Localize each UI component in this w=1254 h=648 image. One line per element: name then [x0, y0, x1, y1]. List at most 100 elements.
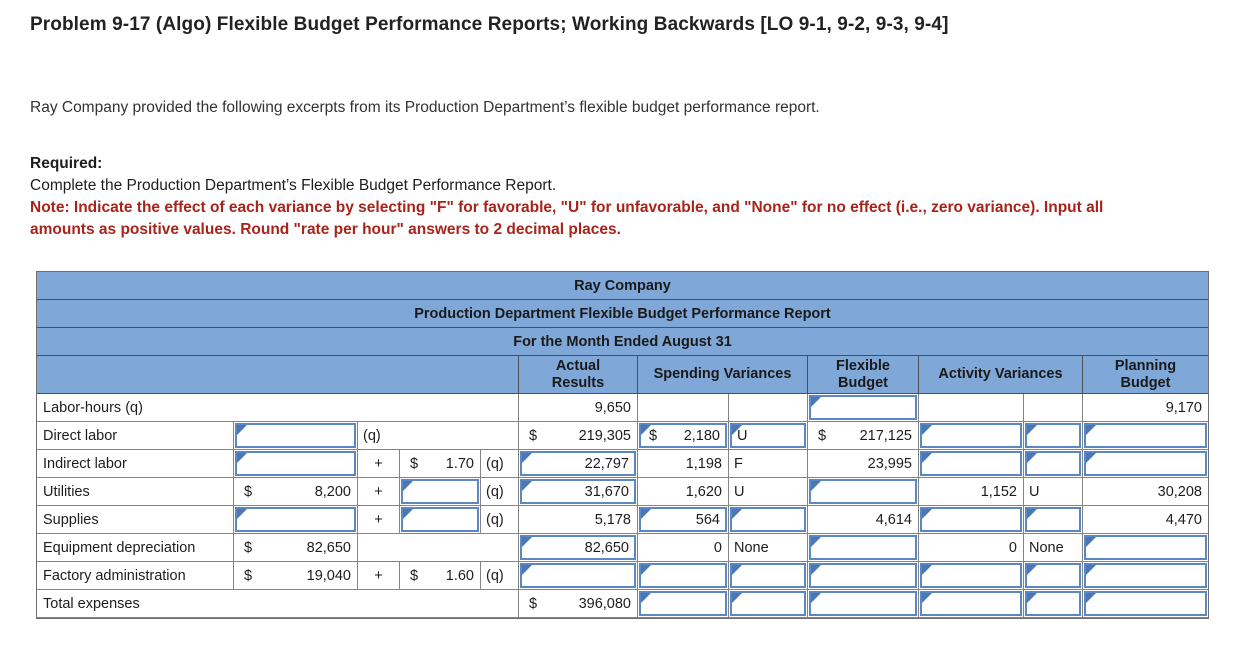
equipment-depreciation-flexible-budget-input[interactable]	[809, 535, 917, 560]
indirect-labor-spending-variance-value: 1,198	[638, 450, 729, 478]
row-label-total-expenses: Total expenses	[37, 590, 519, 618]
factory-administration-spending-effect-input[interactable]	[730, 563, 806, 588]
answer-flag-icon	[403, 481, 413, 491]
answer-flag-icon	[641, 509, 651, 519]
indirect-labor-actual-input[interactable]: 22,797	[520, 451, 636, 476]
total-expenses-activity-variance-cell	[919, 590, 1024, 618]
factory-administration-actual-input[interactable]	[520, 563, 636, 588]
total-expenses-activity-variance-input[interactable]	[920, 591, 1022, 616]
labor-hours-actual-value: 9,650	[519, 394, 638, 422]
answer-flag-icon	[922, 509, 932, 519]
factory-administration-activity-effect-input[interactable]	[1025, 563, 1081, 588]
indirect-labor-planning-budget-input[interactable]	[1084, 451, 1207, 476]
supplies-spending-variance-input[interactable]: 564	[639, 507, 727, 532]
utilities-activity-variance-value: 1,152	[919, 478, 1024, 506]
indirect-labor-flexible-budget-value: 23,995	[808, 450, 919, 478]
answer-flag-icon	[732, 425, 742, 435]
utilities-actual-input[interactable]: 31,670	[520, 479, 636, 504]
utilities-q-label-value: (q)	[481, 478, 519, 506]
indirect-labor-planning-budget-cell	[1083, 450, 1208, 478]
factory-administration-op-value: +	[358, 562, 400, 590]
direct-labor-spending-effect-input[interactable]: U	[730, 423, 806, 448]
row-label-equipment-depreciation: Equipment depreciation	[37, 534, 234, 562]
direct-labor-fixed-amount-cell	[234, 422, 358, 450]
answer-flag-icon	[922, 453, 932, 463]
answer-flag-icon	[922, 565, 932, 575]
note-text: Note: Indicate the effect of each varian…	[30, 199, 1104, 238]
factory-administration-rate-value: $1.60	[400, 562, 481, 590]
report-company-name: Ray Company	[37, 272, 1208, 300]
supplies-activity-effect-cell	[1024, 506, 1083, 534]
equipment-depreciation-actual-input[interactable]: 82,650	[520, 535, 636, 560]
report-period: For the Month Ended August 31	[37, 328, 1208, 356]
header-planning-budget: Planning Budget	[1083, 356, 1208, 394]
total-expenses-planning-budget-input[interactable]	[1084, 591, 1207, 616]
equipment-depreciation-flexible-budget-cell	[808, 534, 919, 562]
direct-labor-spending-variance-input[interactable]: $2,180	[639, 423, 727, 448]
total-expenses-spending-effect-input[interactable]	[730, 591, 806, 616]
supplies-rate-cell	[400, 506, 481, 534]
factory-administration-planning-budget-input[interactable]	[1084, 563, 1207, 588]
answer-flag-icon	[1027, 425, 1037, 435]
answer-flag-icon	[811, 565, 821, 575]
indirect-labor-fixed-amount-cell	[234, 450, 358, 478]
supplies-fixed-amount-input[interactable]	[235, 507, 356, 532]
answer-flag-icon	[522, 481, 532, 491]
direct-labor-activity-effect-input[interactable]	[1025, 423, 1081, 448]
supplies-spending-effect-cell	[729, 506, 808, 534]
factory-administration-flexible-budget-cell	[808, 562, 919, 590]
utilities-op-value: +	[358, 478, 400, 506]
indirect-labor-fixed-amount-input[interactable]	[235, 451, 356, 476]
total-expenses-flexible-budget-input[interactable]	[809, 591, 917, 616]
factory-administration-flexible-budget-input[interactable]	[809, 563, 917, 588]
supplies-activity-variance-input[interactable]	[920, 507, 1022, 532]
answer-flag-icon	[237, 509, 247, 519]
direct-labor-activity-variance-cell	[919, 422, 1024, 450]
supplies-rate-input[interactable]	[401, 507, 479, 532]
labor-hours-flexible-budget-input[interactable]	[809, 395, 917, 420]
answer-flag-icon	[922, 593, 932, 603]
row-label-utilities: Utilities	[37, 478, 234, 506]
answer-flag-icon	[522, 565, 532, 575]
utilities-spending-variance-value: 1,620	[638, 478, 729, 506]
direct-labor-fixed-amount-input[interactable]	[235, 423, 356, 448]
labor-hours-activity-variance-cell	[919, 394, 1024, 422]
problem-title: Problem 9-17 (Algo) Flexible Budget Perf…	[30, 14, 949, 35]
row-label-direct-labor: Direct labor	[37, 422, 234, 450]
direct-labor-activity-effect-cell	[1024, 422, 1083, 450]
total-expenses-flexible-budget-cell	[808, 590, 919, 618]
equipment-depreciation-fixed-amount-value: $82,650	[234, 534, 358, 562]
utilities-rate-input[interactable]	[401, 479, 479, 504]
supplies-activity-effect-input[interactable]	[1025, 507, 1081, 532]
equipment-depreciation-planning-budget-cell	[1083, 534, 1208, 562]
utilities-planning-budget-value: 30,208	[1083, 478, 1208, 506]
supplies-flexible-budget-value: 4,614	[808, 506, 919, 534]
labor-hours-spending-effect-cell	[729, 394, 808, 422]
equipment-depreciation-spending-variance-value: 0	[638, 534, 729, 562]
equipment-depreciation-planning-budget-input[interactable]	[1084, 535, 1207, 560]
indirect-labor-activity-variance-input[interactable]	[920, 451, 1022, 476]
indirect-labor-spending-effect-value: F	[729, 450, 808, 478]
total-expenses-activity-effect-input[interactable]	[1025, 591, 1081, 616]
direct-labor-activity-variance-input[interactable]	[920, 423, 1022, 448]
total-expenses-spending-variance-cell	[638, 590, 729, 618]
answer-flag-icon	[732, 565, 742, 575]
answer-flag-icon	[1027, 593, 1037, 603]
supplies-spending-effect-input[interactable]	[730, 507, 806, 532]
required-text: Complete the Production Department’s Fle…	[30, 177, 557, 194]
total-expenses-spending-variance-input[interactable]	[639, 591, 727, 616]
labor-hours-activity-effect-cell	[1024, 394, 1083, 422]
utilities-flexible-budget-input[interactable]	[809, 479, 917, 504]
answer-flag-icon	[237, 453, 247, 463]
direct-labor-spending-variance-cell: $2,180	[638, 422, 729, 450]
answer-flag-icon	[1027, 509, 1037, 519]
factory-administration-spending-variance-input[interactable]	[639, 563, 727, 588]
indirect-labor-activity-effect-input[interactable]	[1025, 451, 1081, 476]
direct-labor-q-label-value: (q)	[358, 422, 519, 450]
direct-labor-planning-budget-input[interactable]	[1084, 423, 1207, 448]
utilities-flexible-budget-cell	[808, 478, 919, 506]
answer-flag-icon	[522, 537, 532, 547]
equipment-depreciation-op-cell	[358, 534, 519, 562]
equipment-depreciation-activity-variance-value: 0	[919, 534, 1024, 562]
factory-administration-activity-variance-input[interactable]	[920, 563, 1022, 588]
